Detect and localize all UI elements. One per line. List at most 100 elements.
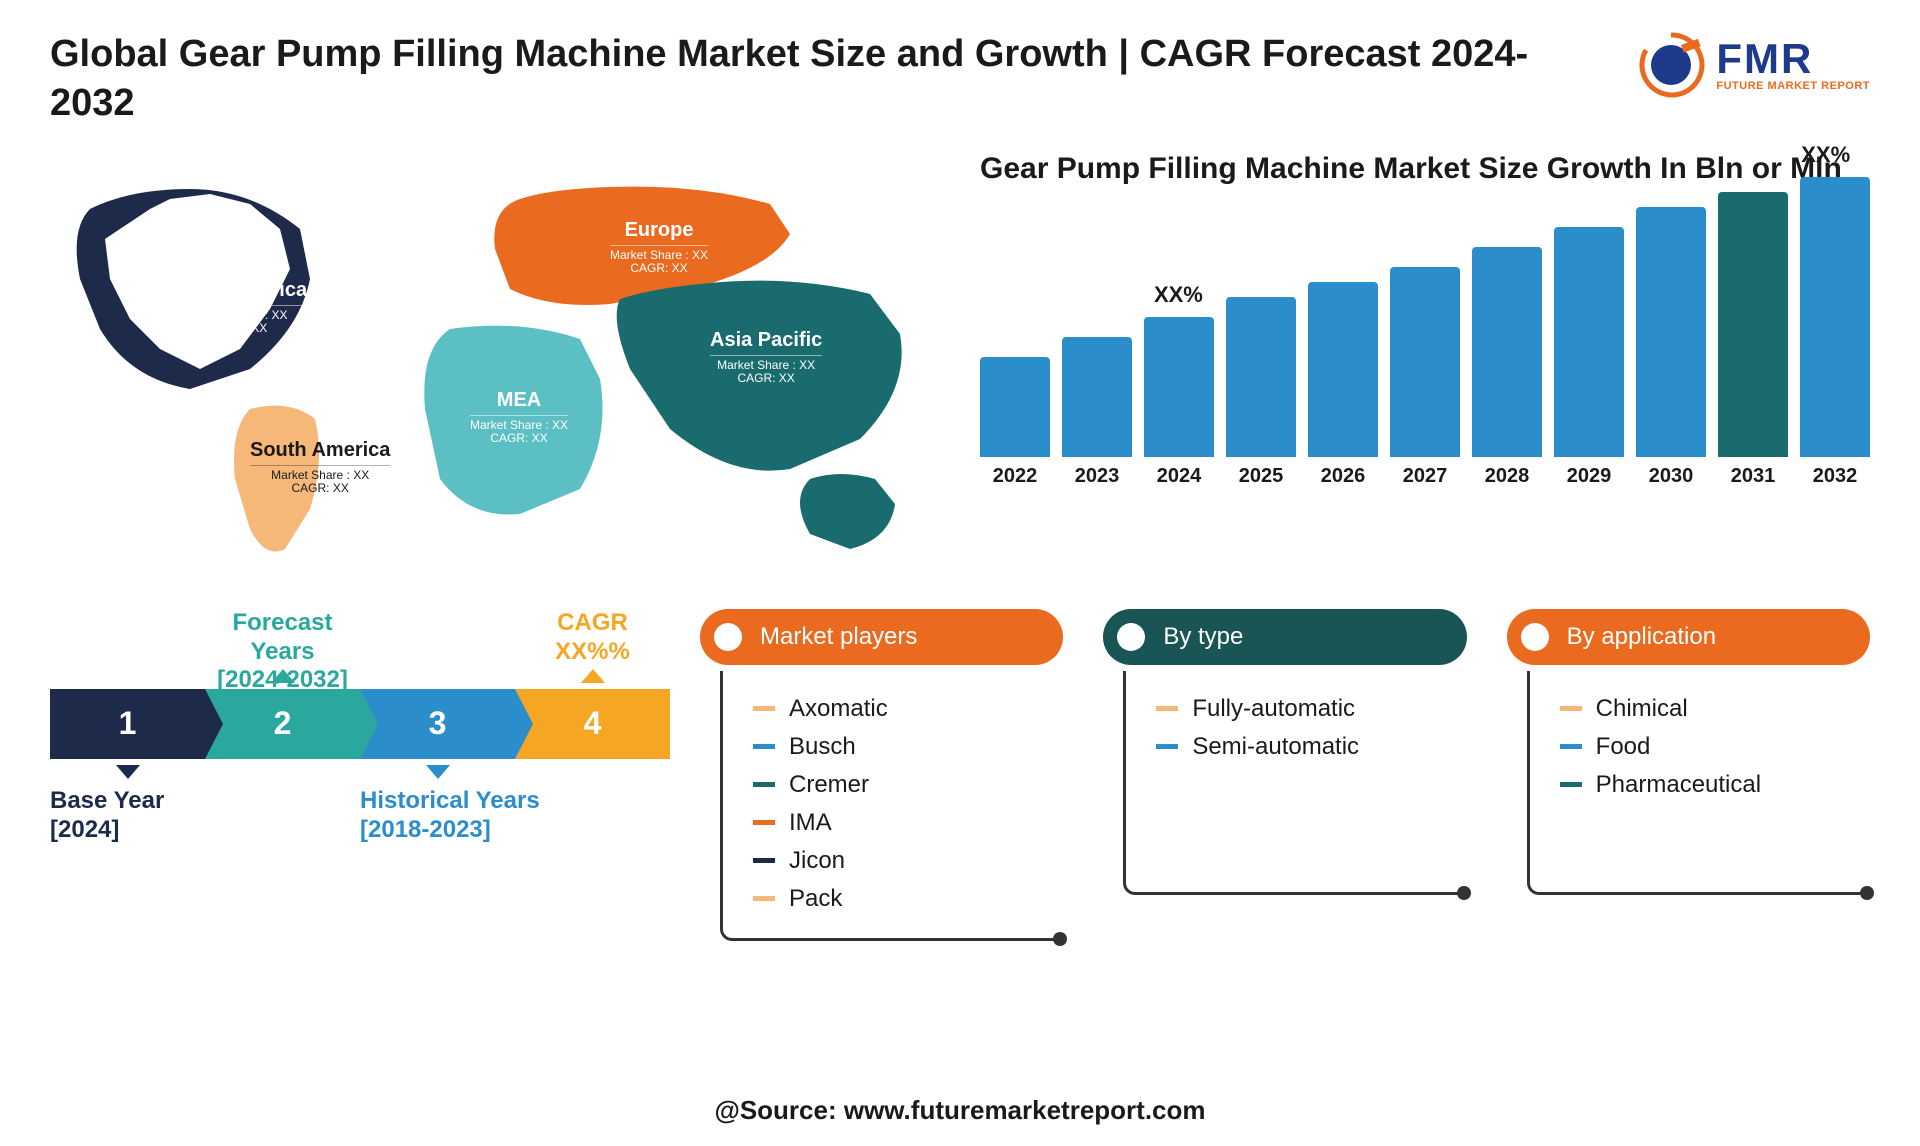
timeline-label-bottom: Base Year[2024] [50, 787, 164, 845]
timeline-bar: 1234 [50, 689, 670, 759]
category-header: By application [1507, 609, 1870, 665]
triangle-down-icon [426, 765, 450, 779]
category-item-label: IMA [789, 809, 832, 837]
map-label-asia-pacific: Asia PacificMarket Share : XXCAGR: XX [710, 329, 822, 385]
category-item: Semi-automatic [1156, 733, 1466, 761]
category-item: Food [1560, 733, 1870, 761]
category-item-label: Semi-automatic [1192, 733, 1359, 761]
swatch-icon [1560, 706, 1582, 711]
category-item: Busch [753, 733, 1063, 761]
bar-chart: Gear Pump Filling Machine Market Size Gr… [980, 149, 1870, 569]
triangle-up-icon [581, 669, 605, 683]
category-item-label: Pack [789, 885, 842, 913]
swatch-icon [753, 782, 775, 787]
bar-year-label: 2026 [1321, 465, 1366, 488]
category-market-players: Market players Axomatic Busch Cremer IMA Jico… [700, 609, 1063, 941]
bar-2031: 2031 [1718, 192, 1788, 488]
bar-2022: 2022 [980, 357, 1050, 488]
chart-annotation: XX% [1154, 282, 1203, 308]
logo-text: FMR FUTURE MARKET REPORT [1716, 38, 1870, 92]
source-text: @Source: www.futuremarketreport.com [714, 1095, 1205, 1126]
world-map: North AmericaMarket Share : XXCAGR: XX So… [50, 149, 950, 569]
bar-rect [1472, 247, 1542, 457]
map-label-north-america: North AmericaMarket Share : XXCAGR: XX [170, 279, 307, 335]
timeline-segment-2: 2 [205, 689, 360, 759]
chart-bars: 2022202320242025202620272028202920302031… [980, 208, 1870, 488]
swatch-icon [753, 744, 775, 749]
upper-section: North AmericaMarket Share : XXCAGR: XX So… [50, 149, 1870, 569]
bar-year-label: 2023 [1075, 465, 1120, 488]
chart-annotation: XX% [1801, 142, 1850, 168]
timeline-label-top: CAGRXX%% [513, 609, 673, 667]
category-item: Pharmaceutical [1560, 771, 1870, 799]
bar-year-label: 2024 [1157, 465, 1202, 488]
map-label-europe: EuropeMarket Share : XXCAGR: XX [610, 219, 708, 275]
bar-rect [980, 357, 1050, 457]
swatch-icon [1156, 706, 1178, 711]
bar-year-label: 2029 [1567, 465, 1612, 488]
bar-rect [1226, 297, 1296, 457]
category-item-label: Axomatic [789, 695, 888, 723]
bar-year-label: 2027 [1403, 465, 1448, 488]
category-header: Market players [700, 609, 1063, 665]
header: Global Gear Pump Filling Machine Market … [50, 30, 1870, 129]
category-list: Axomatic Busch Cremer IMA Jicon Pack [720, 695, 1063, 941]
swatch-icon [753, 858, 775, 863]
timeline-segment-1: 1 [50, 689, 205, 759]
timeline-segment-4: 4 [515, 689, 670, 759]
chart-title: Gear Pump Filling Machine Market Size Gr… [980, 149, 1870, 188]
swatch-icon [1560, 744, 1582, 749]
timeline-segment-3: 3 [360, 689, 515, 759]
logo-fmr: FMR [1716, 38, 1870, 80]
category-by-application: By application Chimical Food Pharmaceutical [1507, 609, 1870, 941]
category-item-label: Chimical [1596, 695, 1688, 723]
category-list: Fully-automaticSemi-automatic [1123, 695, 1466, 895]
category-item: Cremer [753, 771, 1063, 799]
bar-rect [1390, 267, 1460, 457]
swatch-icon [753, 820, 775, 825]
bar-rect [1636, 207, 1706, 457]
timeline-label-bottom: Historical Years[2018-2023] [360, 787, 540, 845]
swatch-icon [753, 896, 775, 901]
bar-2025: 2025 [1226, 297, 1296, 488]
bar-2032: 2032 [1800, 177, 1870, 488]
category-list: Chimical Food Pharmaceutical [1527, 695, 1870, 895]
page-title: Global Gear Pump Filling Machine Market … [50, 30, 1550, 129]
category-item-label: Cremer [789, 771, 869, 799]
bar-2027: 2027 [1390, 267, 1460, 488]
bar-2026: 2026 [1308, 282, 1378, 488]
bar-year-label: 2031 [1731, 465, 1776, 488]
bar-year-label: 2032 [1813, 465, 1858, 488]
category-item-label: Busch [789, 733, 856, 761]
triangle-up-icon [271, 669, 295, 683]
bar-year-label: 2022 [993, 465, 1038, 488]
swatch-icon [1560, 782, 1582, 787]
category-section: Market players Axomatic Busch Cremer IMA Jico… [700, 609, 1870, 941]
category-item-label: Pharmaceutical [1596, 771, 1761, 799]
bar-rect [1308, 282, 1378, 457]
bar-year-label: 2025 [1239, 465, 1284, 488]
bar-2030: 2030 [1636, 207, 1706, 488]
bar-2023: 2023 [1062, 337, 1132, 488]
swatch-icon [753, 706, 775, 711]
category-item: Pack [753, 885, 1063, 913]
bar-rect [1062, 337, 1132, 457]
category-item: Chimical [1560, 695, 1870, 723]
bar-2029: 2029 [1554, 227, 1624, 488]
category-item-label: Food [1596, 733, 1651, 761]
category-item: IMA [753, 809, 1063, 837]
lower-section: Forecast Years[2024-2032]CAGRXX%% 1234 B… [50, 609, 1870, 941]
bar-rect [1554, 227, 1624, 457]
category-item: Axomatic [753, 695, 1063, 723]
bar-year-label: 2030 [1649, 465, 1694, 488]
map-label-mea: MEAMarket Share : XXCAGR: XX [470, 389, 568, 445]
logo-subtitle: FUTURE MARKET REPORT [1716, 80, 1870, 92]
swatch-icon [1156, 744, 1178, 749]
triangle-down-icon [116, 765, 140, 779]
category-header: By type [1103, 609, 1466, 665]
category-by-type: By type Fully-automaticSemi-automatic [1103, 609, 1466, 941]
map-label-south-america: South AmericaMarket Share : XXCAGR: XX [250, 439, 390, 495]
category-item: Jicon [753, 847, 1063, 875]
bar-rect [1144, 317, 1214, 457]
timeline: Forecast Years[2024-2032]CAGRXX%% 1234 B… [50, 609, 670, 879]
